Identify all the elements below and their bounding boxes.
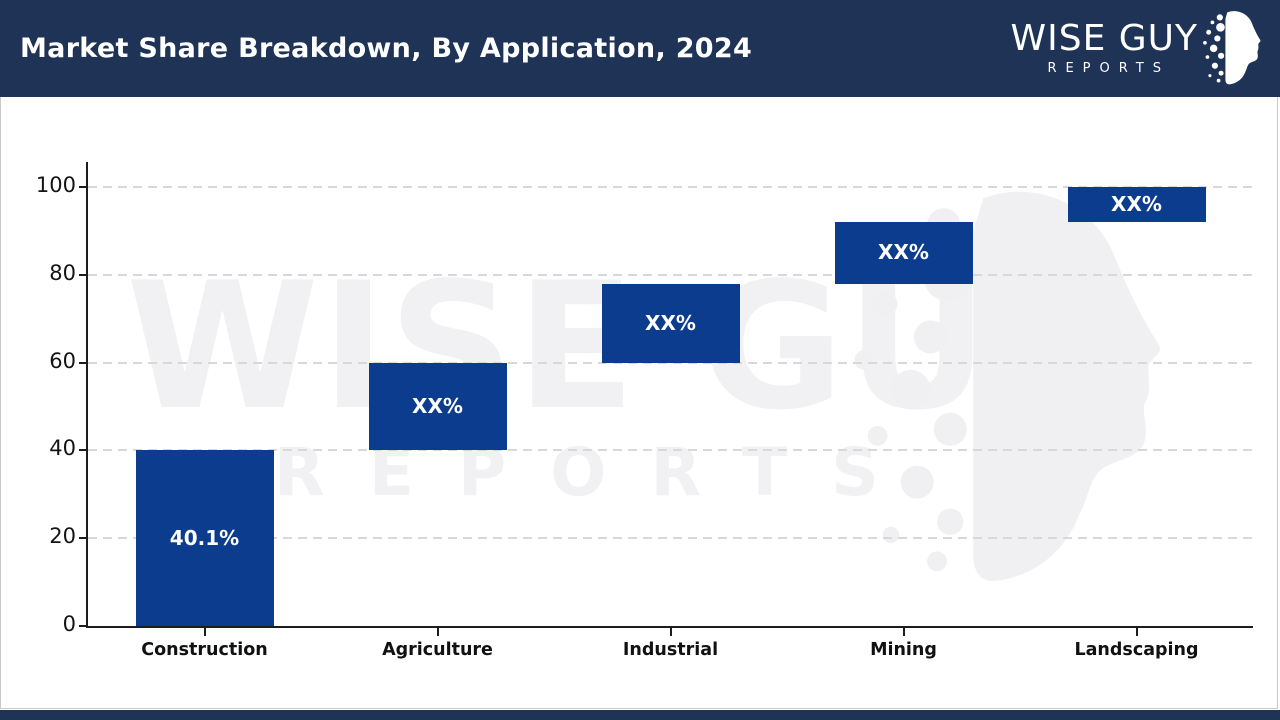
bar-value-label: XX% xyxy=(1111,192,1162,216)
bar-landscaping: XX% xyxy=(1067,187,1206,223)
gridline-20 xyxy=(88,537,1253,540)
gridline-80 xyxy=(88,273,1253,276)
x-axis-tick-0 xyxy=(203,628,206,636)
brand-name: WISE GUY xyxy=(1010,18,1198,59)
y-axis-tick-label-0: 0 xyxy=(62,612,76,636)
brand-logo-text: WISE GUY REPORTS xyxy=(1010,18,1199,77)
y-axis-tick-label-80: 80 xyxy=(49,260,76,285)
brand-face-icon xyxy=(1203,10,1261,84)
brand-logo: WISE GUY REPORTS xyxy=(1011,8,1263,90)
x-axis-line xyxy=(86,626,1253,628)
x-axis-tick-2 xyxy=(669,628,672,636)
bar-value-label: XX% xyxy=(645,310,696,335)
x-category-label-industrial: Industrial xyxy=(622,640,719,660)
y-axis-tick-40 xyxy=(79,449,88,452)
brand-subname: REPORTS xyxy=(1047,61,1171,76)
x-axis-tick-4 xyxy=(1135,628,1138,636)
x-category-label-agriculture: Agriculture xyxy=(382,640,493,660)
y-axis-tick-label-20: 20 xyxy=(49,524,76,549)
x-axis-tick-3 xyxy=(902,628,905,636)
header-bar: Market Share Breakdown, By Application, … xyxy=(0,0,1280,97)
x-category-label-mining: Mining xyxy=(870,640,937,660)
gridline-100 xyxy=(88,186,1253,188)
y-axis-tick-60 xyxy=(79,361,88,364)
y-axis-tick-label-100: 100 xyxy=(35,173,76,197)
x-category-label-construction: Construction xyxy=(141,640,268,660)
bar-value-label: XX% xyxy=(878,240,929,265)
gridline-40 xyxy=(88,449,1253,452)
y-axis-tick-20 xyxy=(79,537,88,540)
bar-mining: XX% xyxy=(834,222,973,284)
y-axis-line xyxy=(86,162,88,628)
x-axis-tick-1 xyxy=(436,628,439,636)
x-category-label-landscaping: Landscaping xyxy=(1074,640,1199,660)
page-title: Market Share Breakdown, By Application, … xyxy=(20,33,753,64)
y-axis-tick-100 xyxy=(79,186,88,188)
y-axis-tick-0 xyxy=(79,625,88,627)
y-axis-tick-80 xyxy=(79,273,88,276)
bar-agriculture: XX% xyxy=(368,362,507,450)
y-axis-tick-label-60: 60 xyxy=(49,348,76,373)
bar-construction: 40.1% xyxy=(135,449,274,626)
bar-industrial: XX% xyxy=(601,283,740,363)
bar-value-label: XX% xyxy=(412,393,463,418)
footer-bar xyxy=(0,710,1280,720)
bar-value-label: 40.1% xyxy=(169,525,240,550)
gridline-60 xyxy=(88,361,1253,364)
y-axis-tick-label-40: 40 xyxy=(49,436,76,461)
